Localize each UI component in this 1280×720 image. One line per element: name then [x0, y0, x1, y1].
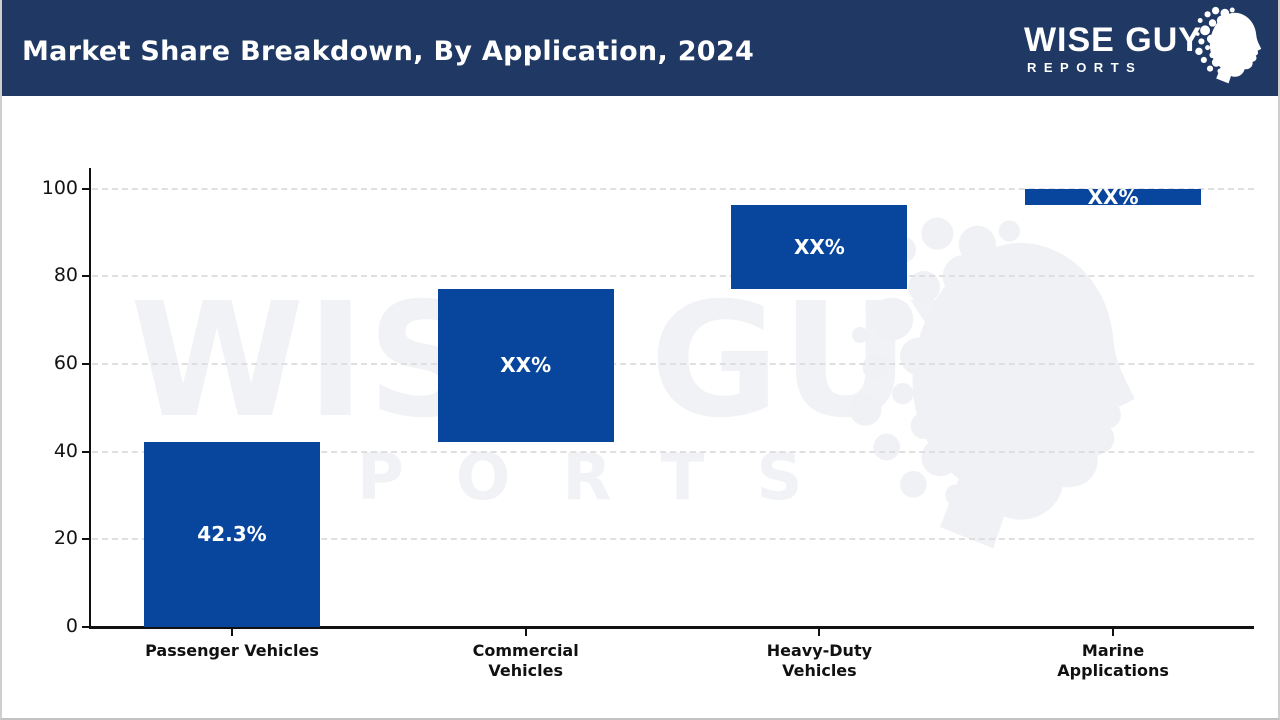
bar-4: XX%	[1025, 185, 1202, 209]
x-label-line: Vehicles	[488, 661, 563, 681]
gridline-40	[92, 450, 1254, 453]
bar-value-label: XX%	[500, 353, 552, 378]
y-tick-40	[82, 450, 91, 453]
x-label-2: Commercial Vehicles	[416, 641, 636, 682]
chart-title: Market Share Breakdown, By Application, …	[22, 35, 755, 67]
logo-subname: REPORTS	[1026, 60, 1143, 75]
y-tick-0	[82, 626, 91, 628]
bar-2: XX%	[437, 289, 614, 442]
gridline-20	[92, 538, 1254, 541]
y-tick-label-40: 40	[53, 439, 78, 462]
x-tick-4	[1112, 629, 1115, 636]
x-label-4: Marine Applications	[1003, 641, 1223, 682]
y-tick-label-60: 60	[53, 351, 78, 374]
header: Market Share Breakdown, By Application, …	[2, 0, 1278, 96]
y-tick-label-0: 0	[65, 615, 78, 637]
logo-face-icon	[1194, 6, 1268, 92]
gridline-80	[92, 275, 1254, 278]
y-tick-80	[82, 275, 91, 278]
x-label-1: Passenger Vehicles	[122, 641, 342, 661]
bar-3: XX%	[731, 205, 908, 290]
x-axis-line	[89, 626, 1254, 629]
x-tick-2	[524, 629, 527, 636]
wise-guy-logo: WISE GUY REPORTS	[1024, 6, 1268, 92]
y-tick-label-100: 100	[41, 176, 78, 199]
x-label-line: Commercial	[472, 641, 579, 660]
x-label-line: Vehicles	[782, 661, 857, 681]
logo-text: WISE GUY REPORTS	[1024, 23, 1202, 75]
watermark-face-icon	[844, 215, 1164, 571]
bar-value-label: 42.3%	[197, 522, 267, 547]
bar-value-label: XX%	[1087, 184, 1139, 209]
y-axis-line	[89, 168, 91, 629]
bar-value-label: XX%	[793, 235, 845, 260]
x-label-line: Applications	[1057, 661, 1169, 681]
y-tick-label-20: 20	[53, 527, 78, 550]
x-label-3: Heavy-Duty Vehicles	[709, 641, 929, 682]
x-label-line: Passenger Vehicles	[145, 641, 319, 660]
gridline-60	[92, 362, 1254, 365]
y-tick-60	[82, 362, 91, 365]
y-tick-100	[82, 187, 91, 190]
bar-1: 42.3%	[144, 441, 320, 627]
y-tick-20	[82, 538, 91, 541]
x-tick-1	[231, 629, 233, 636]
x-tick-3	[818, 629, 821, 636]
gridline-100	[92, 187, 1254, 190]
x-label-line: Heavy-Duty	[766, 641, 873, 660]
logo-name: WISE GUY	[1023, 21, 1202, 59]
y-tick-label-80: 80	[53, 264, 78, 287]
x-label-line: Marine	[1081, 641, 1145, 660]
